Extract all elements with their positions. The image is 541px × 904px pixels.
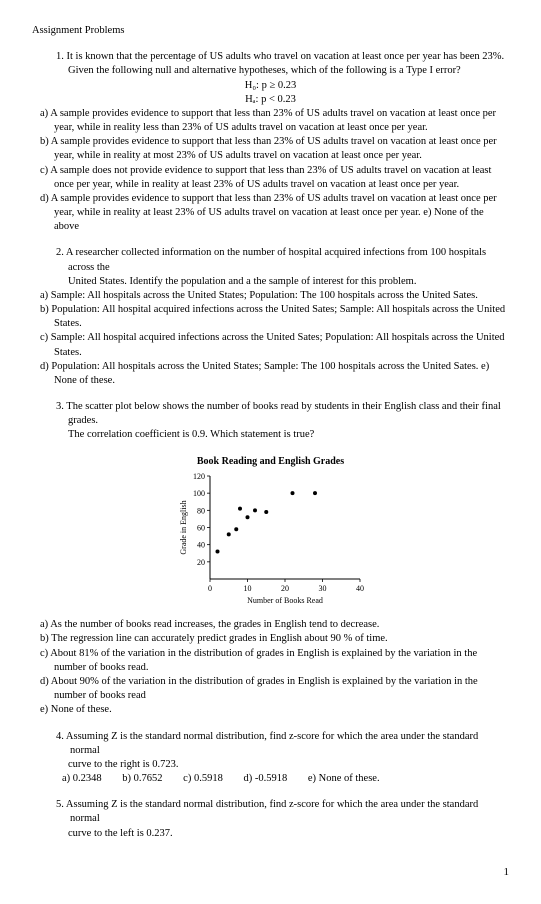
svg-text:40: 40 bbox=[197, 541, 205, 550]
q3-opt-a: a) As the number of books read increases… bbox=[40, 618, 509, 632]
svg-text:10: 10 bbox=[243, 584, 251, 593]
q4-opt-a: a) 0.2348 bbox=[62, 773, 102, 784]
scatter-chart: Book Reading and English Grades 20 40 60 80… bbox=[32, 455, 509, 611]
question-4: 4. Assuming Z is the standard normal dis… bbox=[32, 730, 509, 787]
svg-text:20: 20 bbox=[281, 584, 289, 593]
q5-stem2: curve to the left is 0.237. bbox=[68, 827, 509, 841]
q1-opt-a: a) A sample provides evidence to support… bbox=[40, 107, 509, 135]
page-title: Assignment Problems bbox=[32, 24, 509, 38]
q1-stem1: 1. It is known that the percentage of US… bbox=[56, 50, 509, 64]
q3-stem1: 3. The scatter plot below shows the numb… bbox=[56, 400, 509, 428]
page-number: 1 bbox=[32, 865, 509, 880]
q2-opt-c: c) Sample: All hospital acquired infecti… bbox=[40, 331, 509, 359]
question-5: 5. Assuming Z is the standard normal dis… bbox=[32, 798, 509, 841]
q3-opt-d: d) About 90% of the variation in the dis… bbox=[40, 675, 509, 703]
q3-opt-b: b) The regression line can accurately pr… bbox=[40, 632, 509, 646]
q1-opt-b: b) A sample provides evidence to support… bbox=[40, 135, 509, 163]
q1-stem2: Given the following null and alternative… bbox=[68, 64, 509, 78]
svg-text:40: 40 bbox=[356, 584, 364, 593]
q4-opt-b: b) 0.7652 bbox=[122, 773, 162, 784]
q2-opt-d: d) Population: All hospitals across the … bbox=[40, 360, 509, 388]
q3-opt-c: c) About 81% of the variation in the dis… bbox=[40, 647, 509, 675]
svg-text:30: 30 bbox=[318, 584, 326, 593]
question-2: 2. A researcher collected information on… bbox=[32, 246, 509, 388]
q4-opt-c: c) 0.5918 bbox=[183, 773, 223, 784]
q1-ha: Hₐ: p < 0.23 bbox=[32, 93, 509, 107]
q1-opt-d: d) A sample provides evidence to support… bbox=[40, 192, 509, 235]
svg-text:20: 20 bbox=[197, 558, 205, 567]
q4-opts: a) 0.2348 b) 0.7652 c) 0.5918 d) -0.5918… bbox=[62, 772, 509, 786]
q2-stem2: United States. Identify the population a… bbox=[68, 275, 509, 289]
svg-text:80: 80 bbox=[197, 506, 205, 515]
q4-stem2: curve to the right is 0.723. bbox=[68, 758, 509, 772]
q1-opt-c: c) A sample does not provide evidence to… bbox=[40, 164, 509, 192]
svg-text:Number of Books Read: Number of Books Read bbox=[247, 596, 323, 605]
q4-opt-e: e) None of these. bbox=[308, 773, 380, 784]
q5-stem1: 5. Assuming Z is the standard normal dis… bbox=[56, 798, 509, 826]
q4-opt-d: d) -0.5918 bbox=[243, 773, 287, 784]
q2-opt-b: b) Population: All hospital acquired inf… bbox=[40, 303, 509, 331]
svg-text:120: 120 bbox=[193, 472, 205, 481]
q3-opt-e: e) None of these. bbox=[40, 703, 509, 717]
svg-text:100: 100 bbox=[193, 489, 205, 498]
svg-text:Grade in English: Grade in English bbox=[179, 501, 188, 555]
chart-title: Book Reading and English Grades bbox=[32, 455, 509, 469]
q1-h0: H₀: p ≥ 0.23 bbox=[32, 79, 509, 93]
q3-stem2: The correlation coefficient is 0.9. Whic… bbox=[68, 428, 509, 442]
q2-opt-a: a) Sample: All hospitals across the Unit… bbox=[40, 289, 509, 303]
q4-stem1: 4. Assuming Z is the standard normal dis… bbox=[56, 730, 509, 758]
q2-stem1: 2. A researcher collected information on… bbox=[56, 246, 509, 274]
question-1: 1. It is known that the percentage of US… bbox=[32, 50, 509, 234]
svg-text:0: 0 bbox=[208, 584, 212, 593]
svg-text:60: 60 bbox=[197, 524, 205, 533]
question-3: 3. The scatter plot below shows the numb… bbox=[32, 400, 509, 717]
